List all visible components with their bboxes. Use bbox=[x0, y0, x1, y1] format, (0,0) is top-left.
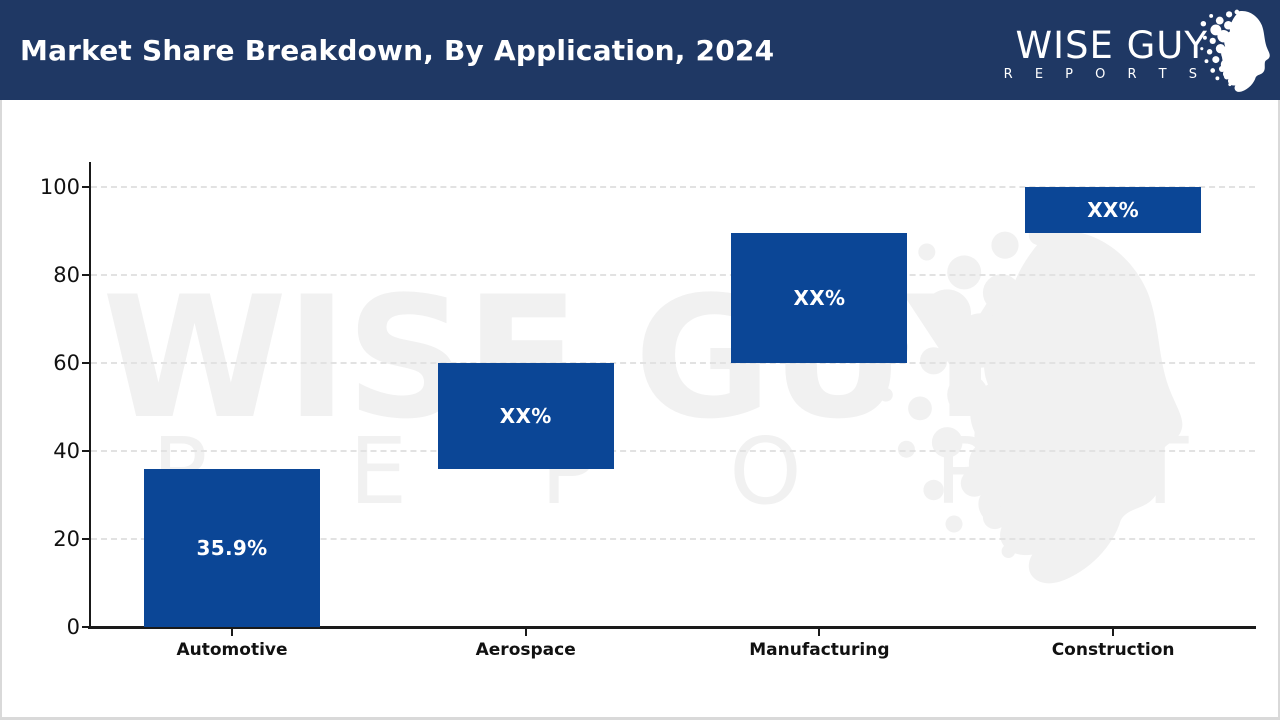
y-tick-mark bbox=[82, 362, 89, 364]
x-tick-mark bbox=[231, 629, 233, 636]
y-tick-mark bbox=[82, 186, 89, 188]
x-tick-mark bbox=[1112, 629, 1115, 636]
x-tick-label: Manufacturing bbox=[749, 640, 890, 660]
y-tick-label: 80 bbox=[53, 263, 80, 287]
y-tick-mark bbox=[82, 450, 89, 452]
y-tick-label: 40 bbox=[53, 439, 80, 463]
bar-automotive: 35.9% bbox=[144, 469, 320, 627]
y-tick-mark bbox=[82, 274, 89, 276]
chart-area: WISE GUY R E P O R T S 02040608010035.9%… bbox=[0, 100, 1280, 720]
bar-value-label: XX% bbox=[793, 286, 846, 311]
gridline bbox=[91, 538, 1255, 540]
header: Market Share Breakdown, By Application, … bbox=[0, 0, 1280, 100]
y-tick-label: 0 bbox=[66, 615, 80, 639]
bar-aerospace: XX% bbox=[437, 363, 614, 470]
x-tick-label: Aerospace bbox=[475, 640, 576, 660]
logo-wordmark-line1: WISE GUY bbox=[1015, 23, 1208, 67]
bar-value-label: XX% bbox=[1087, 198, 1139, 223]
logo-wordmark-line2: R E P O R T S bbox=[1003, 66, 1206, 82]
x-tick-label: Construction bbox=[1051, 640, 1175, 660]
gridline bbox=[91, 186, 1255, 188]
y-tick-mark bbox=[82, 626, 89, 628]
x-tick-label: Automotive bbox=[176, 640, 288, 660]
chart-title: Market Share Breakdown, By Application, … bbox=[20, 33, 775, 67]
y-tick-label: 60 bbox=[53, 351, 80, 375]
y-tick-label: 20 bbox=[53, 527, 80, 551]
y-axis-line bbox=[89, 162, 91, 629]
gridline bbox=[91, 450, 1255, 452]
gridline bbox=[91, 274, 1255, 276]
x-tick-mark bbox=[818, 629, 821, 636]
x-tick-mark bbox=[524, 629, 527, 636]
bar-manufacturing: XX% bbox=[731, 233, 908, 363]
x-axis-line bbox=[88, 626, 1256, 629]
y-tick-mark bbox=[82, 538, 89, 540]
watermark-text-line2: R E P O R T S bbox=[152, 418, 1280, 525]
bar-value-label: 35.9% bbox=[196, 536, 268, 560]
logo-wordmark: WISE GUY R E P O R T S bbox=[1003, 23, 1208, 82]
bar-construction: XX% bbox=[1025, 187, 1202, 234]
y-tick-label: 100 bbox=[39, 175, 80, 199]
wise-guy-logo: WISE GUY R E P O R T S bbox=[1004, 6, 1272, 96]
bar-value-label: XX% bbox=[499, 404, 552, 429]
logo-face-icon bbox=[1200, 9, 1270, 92]
gridline bbox=[91, 362, 1255, 364]
